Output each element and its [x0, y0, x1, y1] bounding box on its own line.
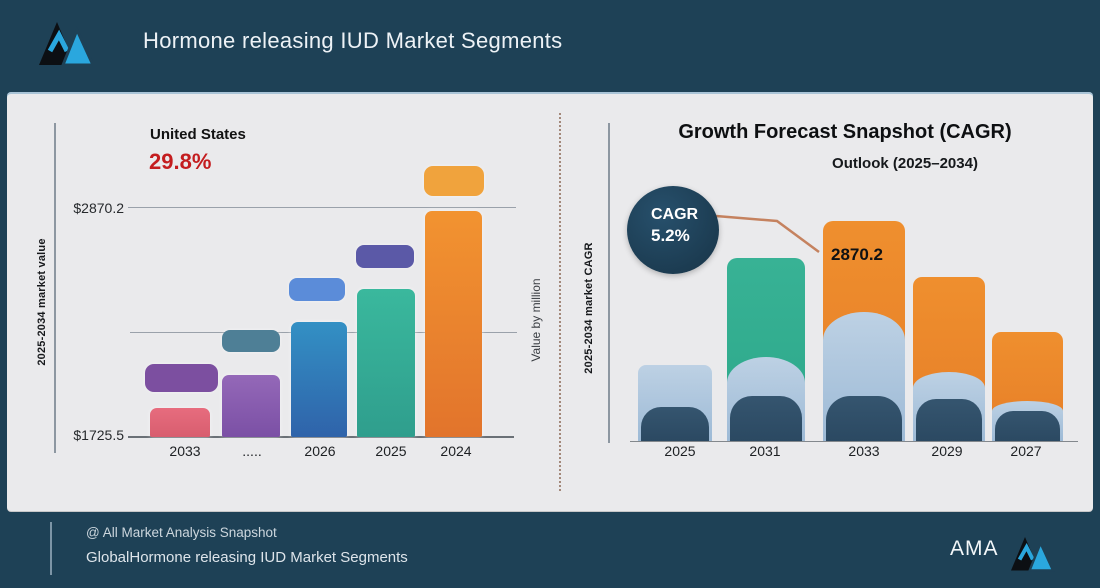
footer-divider: [50, 522, 52, 575]
bar-2025-cap: [356, 245, 414, 268]
bar-2024: [425, 211, 482, 437]
left-x-label: 2025: [375, 443, 407, 459]
stack-2033-base: [826, 396, 902, 441]
left-chart-region-label: United States: [150, 126, 246, 143]
right-x-label: 2033: [848, 443, 880, 459]
left-y-axis-line: [54, 123, 56, 453]
stack-2029-base: [916, 399, 982, 441]
cagr-badge-label: CAGR: [651, 206, 699, 223]
right-x-axis-line: [630, 441, 1078, 442]
left-x-label: .....: [242, 443, 262, 459]
footer-title: GlobalHormone releasing IUD Market Segme…: [86, 549, 408, 566]
cagr-badge: [627, 186, 719, 274]
bar-2024-cap: [424, 166, 484, 196]
right-chart-title: Growth Forecast Snapshot (CAGR): [678, 121, 1012, 143]
gridline-top: [128, 207, 516, 208]
right-chart-subtitle: Outlook (2025–2034): [832, 155, 978, 172]
footer-brand-text: AMA: [950, 537, 999, 560]
bar-dots: [222, 375, 280, 437]
stack-2025-base: [641, 407, 709, 441]
left-x-axis-line: [128, 436, 514, 438]
right-y-axis-line: [608, 123, 610, 443]
bar-2026-cap: [289, 278, 345, 301]
bar-2025: [357, 289, 415, 437]
left-chart-growth-value: 29.8%: [149, 149, 212, 174]
bar-value-label: 2870.2: [831, 245, 883, 264]
left-x-label: 2026: [304, 443, 336, 459]
stack-2031-base: [730, 396, 802, 441]
bar-2026: [291, 322, 347, 437]
footer-ama-logo-icon: [1011, 537, 1055, 572]
left-x-label: 2024: [440, 443, 472, 459]
charts-card: [7, 92, 1093, 512]
section-divider: [559, 113, 561, 491]
right-x-label: 2031: [749, 443, 781, 459]
footer-note: @ All Market Analysis Snapshot: [86, 525, 277, 540]
stack-2027-base: [995, 411, 1060, 441]
page-title: Hormone releasing IUD Market Segments: [143, 28, 563, 53]
left-tick-bottom: $1725.5: [73, 427, 124, 443]
cagr-badge-value: 5.2%: [651, 226, 690, 245]
bar-2033: [150, 408, 210, 437]
right-x-label: 2025: [664, 443, 696, 459]
bar-dots-cap: [222, 330, 280, 352]
left-tick-top: $2870.2: [73, 200, 124, 216]
right-x-label: 2029: [931, 443, 963, 459]
bar-2033-cap: [145, 364, 218, 392]
right-x-label: 2027: [1010, 443, 1042, 459]
ama-logo-icon: [39, 22, 94, 67]
cagr-badge-text: CAGR 5.2%: [651, 204, 698, 246]
left-x-label: 2033: [169, 443, 201, 459]
